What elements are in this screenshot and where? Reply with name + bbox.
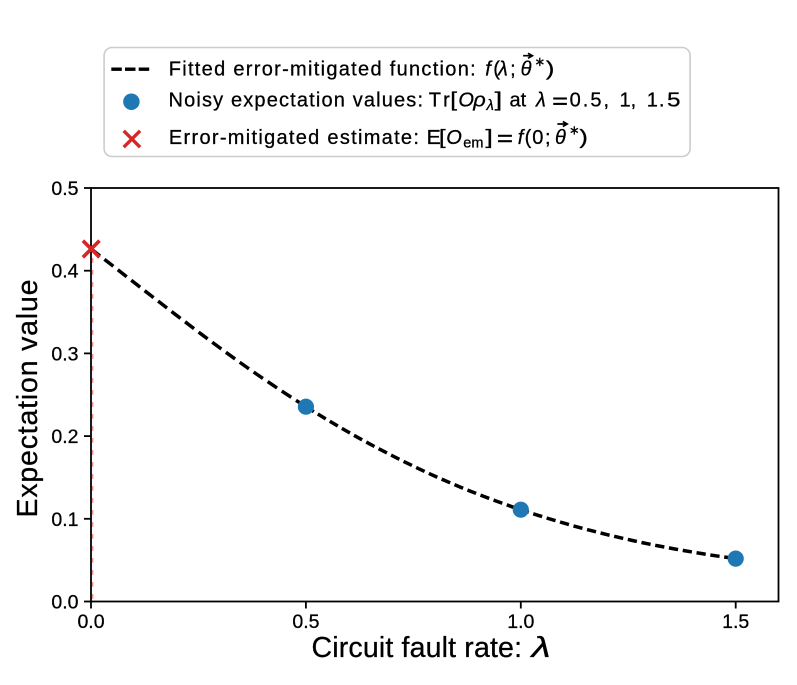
svg-text:0.3: 0.3: [51, 343, 78, 365]
svg-text:E: E: [427, 127, 441, 149]
svg-text:5: 5: [667, 90, 681, 112]
svg-text:T: T: [429, 90, 441, 112]
svg-text:0.4: 0.4: [51, 261, 78, 283]
svg-text:O: O: [458, 90, 474, 112]
svg-text:θ: θ: [555, 127, 566, 149]
svg-text:0.5: 0.5: [292, 611, 319, 633]
svg-text:1,: 1,: [620, 90, 637, 112]
svg-text:(: (: [525, 127, 532, 149]
svg-text:Error-mitigated estimate:: Error-mitigated estimate:: [169, 127, 419, 149]
svg-text:): ): [579, 127, 588, 149]
svg-text:1: 1: [647, 90, 658, 112]
svg-text:λ: λ: [486, 97, 494, 114]
svg-text:0.5: 0.5: [51, 178, 78, 200]
svg-text:;: ;: [545, 127, 551, 149]
svg-text:[: [: [439, 127, 446, 149]
svg-text:0: 0: [532, 127, 543, 149]
svg-text:0.0: 0.0: [77, 611, 104, 633]
svg-text:f: f: [485, 58, 493, 80]
svg-text:∗: ∗: [534, 54, 545, 69]
svg-text:0.2: 0.2: [51, 426, 78, 448]
svg-text:1.0: 1.0: [507, 611, 534, 633]
svg-text:r: r: [443, 90, 450, 112]
svg-text:): ): [546, 58, 555, 80]
svg-text:at: at: [510, 90, 527, 112]
svg-text:]: ]: [495, 90, 503, 112]
svg-text:[: [: [450, 90, 457, 112]
svg-text:;: ;: [510, 58, 516, 80]
svg-text:λ: λ: [497, 58, 508, 80]
svg-text:∗: ∗: [569, 122, 580, 137]
svg-text:θ: θ: [521, 58, 532, 80]
svg-text:Fitted error-mitigated functio: Fitted error-mitigated function:: [169, 58, 476, 80]
svg-text:λ: λ: [535, 90, 546, 112]
svg-text:f: f: [518, 127, 526, 149]
svg-text:em: em: [463, 135, 483, 151]
svg-text:Expectation value: Expectation value: [12, 280, 44, 518]
svg-text:]: ]: [485, 127, 493, 149]
svg-text:0.0: 0.0: [51, 592, 78, 614]
svg-text:0.1: 0.1: [51, 509, 78, 531]
svg-text:λ: λ: [529, 632, 551, 664]
svg-text:ρ: ρ: [472, 90, 486, 112]
svg-text:Circuit fault rate:: Circuit fault rate:: [312, 632, 523, 664]
svg-text:1.5: 1.5: [722, 611, 749, 633]
svg-text:.: .: [659, 90, 665, 112]
svg-text:O: O: [446, 127, 462, 149]
svg-text:(: (: [493, 58, 500, 80]
